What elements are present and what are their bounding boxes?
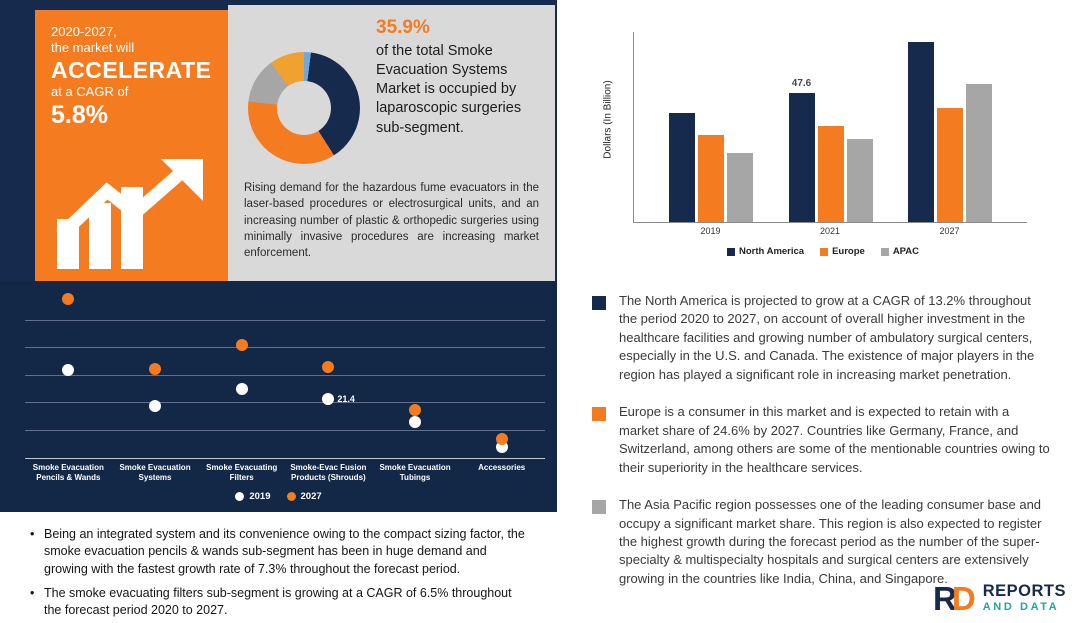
legend-swatch-icon: [726, 247, 735, 256]
bar-north-america: [669, 113, 696, 222]
bar-x-tick-label: 2019: [700, 226, 721, 236]
donut-chart: [248, 52, 360, 164]
bar-group-2027: [907, 32, 992, 222]
dot-plot-categories: Smoke Evacuation Pencils & Wands Smoke Ev…: [25, 463, 545, 484]
growth-arrow-icon: [56, 159, 203, 269]
logo-line-and-data: AND DATA: [982, 600, 1060, 613]
bar-chart-legend: North America Europe APAC: [619, 246, 1027, 257]
logo-wordmark: REPORTS AND DATA: [982, 582, 1066, 614]
region-bullet-north-america: The North America is projected to grow a…: [592, 292, 1050, 384]
legend-swatch-icon: [880, 247, 889, 256]
legend-label: APAC: [892, 246, 920, 257]
legend-item-europe: Europe: [820, 246, 865, 257]
dot-2019: [409, 416, 421, 429]
segment-note-item: Being an integrated system and its conve…: [30, 526, 531, 578]
donut-card: 35.9% of the total Smoke Evacuation Syst…: [228, 5, 555, 281]
legend-swatch-icon: [235, 492, 245, 501]
bar-apac: [965, 83, 992, 222]
legend-label: 2019: [249, 491, 271, 502]
dot-plot-category-label: Accessories: [478, 463, 526, 472]
cagr-accelerate: ACCELERATE: [51, 56, 212, 83]
dot-2027: [149, 362, 161, 375]
donut-annotation: 35.9% of the total Smoke Evacuation Syst…: [376, 17, 539, 138]
dot-plot-panel: 21.4 Smoke Evacuation Pencils & Wands Smo…: [0, 281, 557, 512]
cagr-value: 5.8%: [51, 101, 108, 130]
region-text: The Asia Pacific region possesses one of…: [619, 497, 1042, 586]
region-text: The North America is projected to grow a…: [619, 293, 1035, 382]
segment-notes: Being an integrated system and its conve…: [0, 512, 557, 623]
legend-item-apac: APAC: [880, 246, 920, 257]
dot-plot-category-label: Smoke Evacuation Tubings: [379, 463, 451, 483]
gridline: [25, 319, 545, 321]
dot-plot-legend: 2019 2027: [0, 491, 557, 502]
region-text: Europe is a consumer in this market and …: [619, 404, 1050, 475]
market-driver-paragraph: Rising demand for the hazardous fume eva…: [244, 182, 539, 260]
region-bullet-europe: Europe is a consumer in this market and …: [592, 403, 1050, 477]
bar-group-2019: [669, 32, 754, 222]
dot-2027: [322, 361, 335, 374]
donut-description: of the total Smoke Evacuation Systems Ma…: [376, 43, 522, 136]
dot-2027: [495, 432, 508, 445]
bar-group-2021: 47.6: [788, 32, 873, 222]
bar-chart-y-axis-label: Dollars (In Billion): [602, 80, 614, 159]
donut-highlight-pct: 35.9%: [376, 17, 430, 38]
dot-plot-category-label: Smoke Evacuation Pencils & Wands: [32, 463, 104, 483]
legend-label: Europe: [832, 246, 865, 257]
dot-2019: [322, 393, 335, 406]
dot-plot-area: 21.4: [25, 292, 545, 459]
dot-2019: [149, 399, 161, 412]
bar-x-tick-label: 2021: [819, 226, 841, 236]
dot-2027: [409, 403, 421, 416]
donut-row: 35.9% of the total Smoke Evacuation Syst…: [244, 17, 539, 164]
region-swatch: [592, 500, 606, 515]
legend-item-north-america: North America: [726, 246, 805, 257]
dot-2019: [62, 364, 75, 377]
region-bullet-apac: The Asia Pacific region possesses one of…: [592, 496, 1050, 588]
region-bullet-list: The North America is projected to grow a…: [592, 292, 1050, 588]
bar-value-label: 47.6: [791, 77, 812, 89]
bar-apac: [727, 152, 754, 222]
segment-note-list: Being an integrated system and its conve…: [30, 526, 531, 619]
bar-x-tick-label: 2027: [939, 226, 960, 236]
gridline: [25, 402, 545, 403]
dot-plot-category-label: Smoke-Evac Fusion Products (Shrouds): [290, 463, 367, 483]
cagr-highlight-box: 2020-2027, the market will ACCELERATE at…: [35, 10, 228, 281]
legend-item-2027: 2027: [286, 491, 322, 502]
bar-north-america: [907, 41, 934, 222]
logo-rd-mark-icon: RD: [933, 580, 976, 617]
legend-label: North America: [738, 246, 805, 257]
gridline: [25, 347, 545, 348]
bar-europe: [817, 125, 844, 222]
cagr-label: at a CAGR of: [51, 84, 129, 100]
legend-swatch-icon: [820, 247, 829, 256]
legend-label: 2027: [300, 491, 322, 502]
top-left-backdrop: 2020-2027, the market will ACCELERATE at…: [0, 0, 557, 281]
bar-europe: [698, 135, 725, 222]
legend-swatch-icon: [286, 492, 296, 501]
dot-2027: [235, 339, 248, 352]
regional-bar-chart: Dollars (In Billion) 47.6 2019 2021 2027 N…: [603, 32, 1027, 257]
bar-north-america: 47.6: [788, 78, 815, 222]
dot-2019: [235, 383, 248, 396]
cagr-years: 2020-2027,: [51, 24, 117, 39]
dot-plot-category-label: Smoke Evacuating Filters: [206, 463, 278, 483]
legend-item-2019: 2019: [235, 491, 271, 502]
gridline: [25, 374, 545, 376]
region-swatch: [592, 296, 606, 310]
dot-plot-category-label: Smoke Evacuation Systems: [119, 463, 191, 483]
bar-europe: [936, 108, 963, 222]
reports-and-data-logo: RD REPORTS AND DATA: [933, 582, 1066, 615]
segment-note-item: The smoke evacuating filters sub-segment…: [30, 585, 531, 620]
bar-plot-area: 47.6: [633, 32, 1027, 223]
regional-panel: Dollars (In Billion) 47.6 2019 2021 2027 N…: [557, 0, 1080, 623]
cagr-lead: the market will: [51, 40, 135, 56]
bar-x-axis-ticks: 2019 2021 2027: [633, 223, 1027, 236]
logo-line-reports: REPORTS: [982, 582, 1066, 601]
bar-apac: [846, 139, 873, 222]
gridline: [25, 429, 545, 431]
region-swatch: [592, 407, 606, 422]
dot-2027: [62, 292, 75, 305]
dot-value-label: 21.4: [337, 394, 355, 405]
